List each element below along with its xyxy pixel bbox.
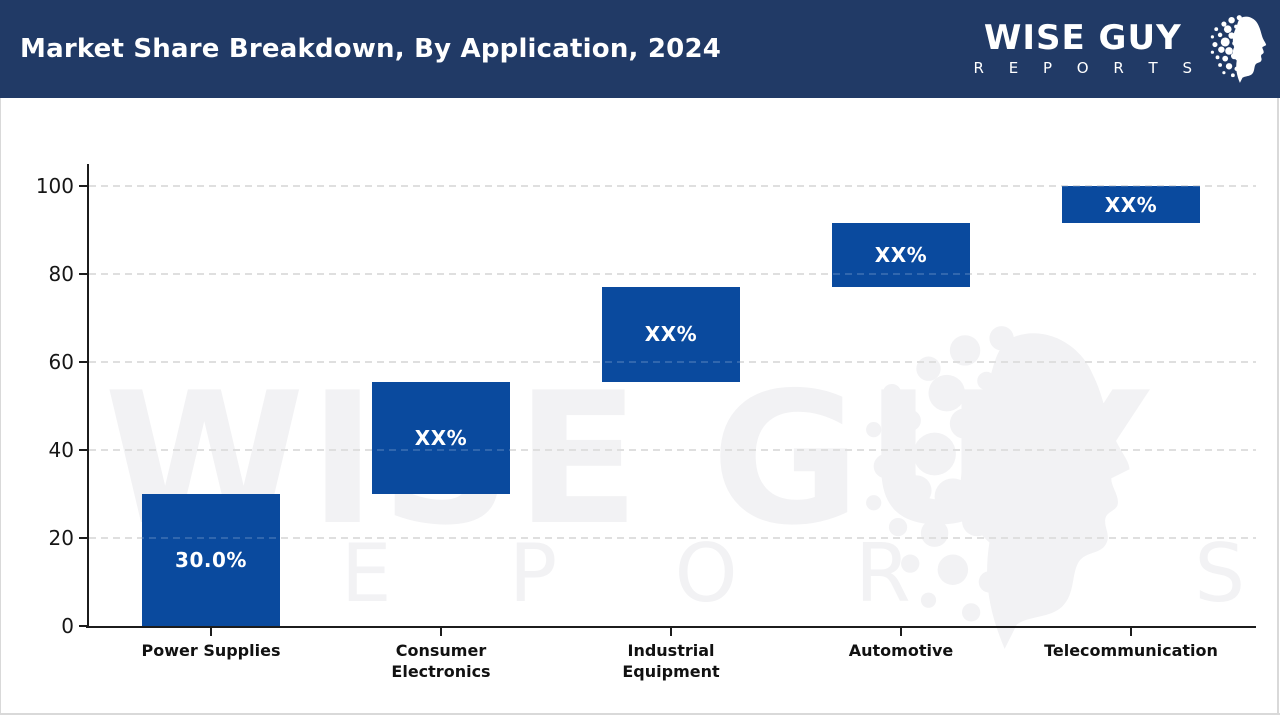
- category-label: Automotive: [848, 641, 954, 660]
- category-label: Telecommunication: [1044, 641, 1218, 660]
- gridline: [89, 273, 1256, 275]
- y-tick-label: 60: [48, 350, 74, 374]
- x-tick-mark: [210, 628, 212, 636]
- x-axis-line: [86, 625, 1256, 628]
- bar-segment: XX%: [602, 287, 740, 382]
- category-label: Industrial Equipment: [622, 641, 720, 681]
- gridline-overlay: [89, 185, 1256, 187]
- bar-segment: 30.0%: [142, 494, 280, 626]
- gridline: [89, 449, 1256, 451]
- brand-name: WISE GUY: [983, 18, 1182, 59]
- x-tick-mark: [670, 628, 672, 636]
- bottom-edge-line: [0, 713, 1280, 715]
- category-label: Power Supplies: [141, 641, 281, 660]
- bar-value-label: 30.0%: [175, 548, 247, 572]
- bar-value-label: XX%: [414, 425, 468, 450]
- gridline-overlay: [89, 273, 1256, 275]
- chart-canvas: WISE GUY R E P O R T S 0 20 40 60 80 100 30.0%…: [0, 98, 1280, 720]
- y-tick-mark: [79, 361, 88, 363]
- y-tick-label: 20: [48, 526, 74, 550]
- y-tick-mark: [79, 185, 88, 187]
- bar-value-label: XX%: [1104, 192, 1158, 217]
- x-tick-mark: [900, 628, 902, 636]
- gridline: [89, 185, 1256, 187]
- bar-segment: XX%: [372, 381, 510, 494]
- y-tick-mark: [79, 449, 88, 451]
- header: Market Share Breakdown, By Application, …: [0, 0, 1280, 98]
- gridline-overlay: [89, 361, 1256, 363]
- y-axis-line: [86, 164, 89, 628]
- x-tick-mark: [1130, 628, 1132, 636]
- gridline-overlay: [89, 449, 1256, 451]
- left-edge-line: [0, 98, 1, 715]
- right-edge-line: [1277, 98, 1279, 715]
- y-tick-label: 100: [35, 174, 74, 198]
- gridline: [89, 537, 1256, 539]
- y-tick-label: 0: [61, 614, 74, 638]
- bar-value-label: XX%: [874, 243, 928, 268]
- y-tick-label: 80: [48, 262, 74, 286]
- y-tick-label: 40: [48, 438, 74, 462]
- y-tick-mark: [79, 273, 88, 275]
- y-tick-mark: [79, 537, 88, 539]
- brand-text: WISE GUY R E P O R T S: [964, 18, 1202, 77]
- brand-subtitle: R E P O R T S: [973, 58, 1202, 77]
- page-title: Market Share Breakdown, By Application, …: [20, 34, 722, 64]
- brand-face-icon: [1206, 5, 1270, 93]
- watermark-face-icon: [843, 320, 1148, 655]
- x-tick-mark: [440, 628, 442, 636]
- category-label: Consumer Electronics: [391, 641, 491, 681]
- y-tick-mark: [79, 625, 88, 627]
- bar-value-label: XX%: [644, 322, 698, 347]
- gridline-overlay: [89, 537, 1256, 539]
- bar-segment: XX%: [1062, 186, 1200, 224]
- brand-logo: WISE GUY R E P O R T S: [964, 0, 1270, 98]
- bar-segment: XX%: [832, 223, 970, 288]
